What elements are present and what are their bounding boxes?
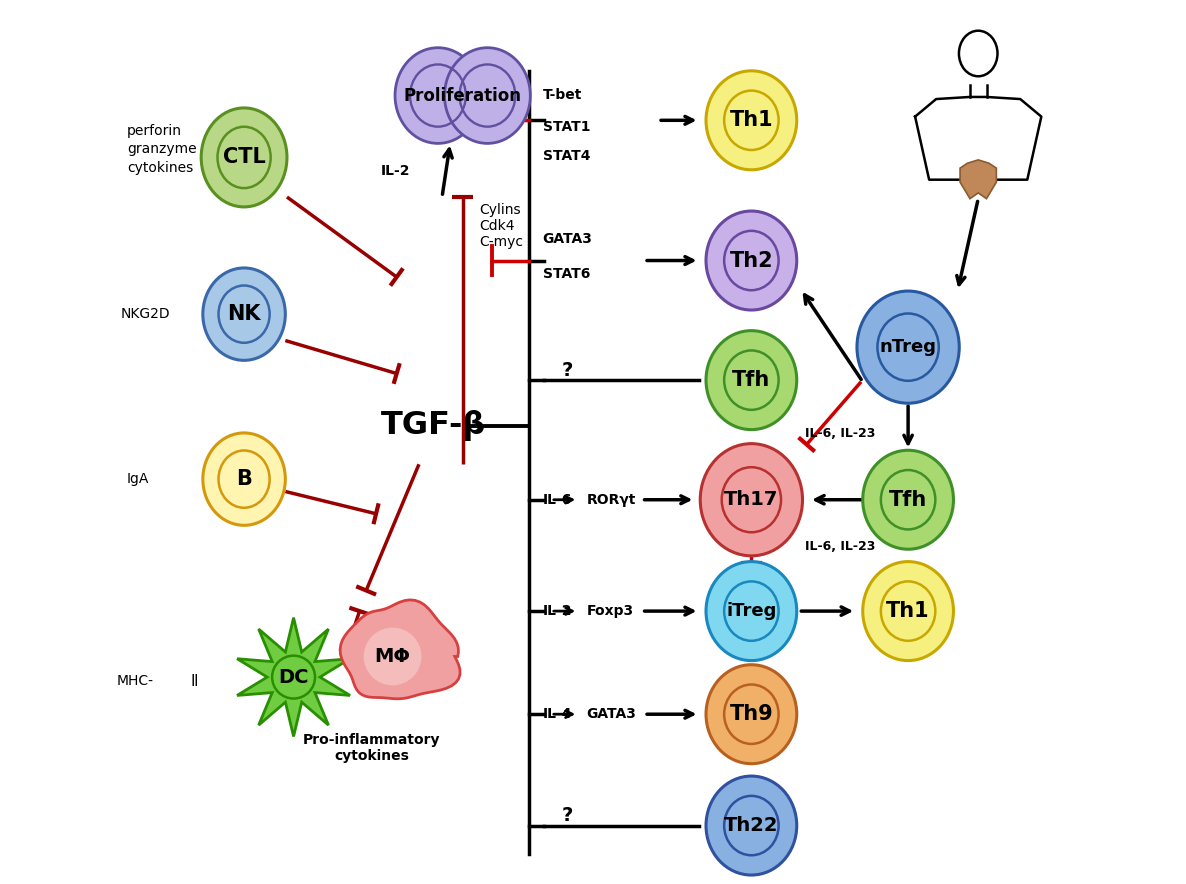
Text: Ⅱ: Ⅱ bbox=[191, 674, 198, 689]
Text: IL-4: IL-4 bbox=[543, 707, 572, 721]
Ellipse shape bbox=[862, 450, 954, 549]
Text: IgA: IgA bbox=[127, 472, 149, 486]
Text: RORγt: RORγt bbox=[586, 492, 636, 507]
Polygon shape bbox=[340, 600, 460, 698]
Text: T-bet: T-bet bbox=[543, 88, 582, 103]
Ellipse shape bbox=[700, 444, 803, 556]
Ellipse shape bbox=[395, 48, 480, 143]
Text: B: B bbox=[236, 469, 251, 489]
Text: Tfh: Tfh bbox=[890, 490, 927, 510]
Ellipse shape bbox=[706, 331, 797, 430]
Text: STAT4: STAT4 bbox=[543, 149, 591, 164]
Text: GATA3: GATA3 bbox=[543, 232, 593, 246]
Ellipse shape bbox=[272, 656, 315, 698]
Polygon shape bbox=[961, 160, 996, 199]
Ellipse shape bbox=[203, 268, 286, 361]
Ellipse shape bbox=[706, 71, 797, 170]
Text: MHC-: MHC- bbox=[116, 674, 153, 689]
Text: Th17: Th17 bbox=[725, 491, 778, 509]
Text: Th22: Th22 bbox=[725, 816, 779, 835]
Text: Cylins
Cdk4
C-myc: Cylins Cdk4 C-myc bbox=[479, 202, 523, 249]
Text: IL-6, IL-23: IL-6, IL-23 bbox=[805, 427, 875, 440]
Text: IL-2: IL-2 bbox=[381, 164, 410, 178]
Ellipse shape bbox=[862, 561, 954, 660]
Ellipse shape bbox=[706, 211, 797, 310]
Text: iTreg: iTreg bbox=[726, 602, 777, 620]
Text: Tfh: Tfh bbox=[732, 370, 771, 390]
Text: nTreg: nTreg bbox=[880, 339, 937, 356]
Ellipse shape bbox=[706, 665, 797, 764]
Text: CTL: CTL bbox=[223, 148, 266, 167]
Text: Proliferation: Proliferation bbox=[403, 87, 522, 104]
Text: STAT6: STAT6 bbox=[543, 267, 591, 281]
Ellipse shape bbox=[203, 433, 286, 525]
Text: Th9: Th9 bbox=[729, 705, 773, 724]
Text: Th1: Th1 bbox=[886, 601, 930, 621]
Ellipse shape bbox=[445, 48, 530, 143]
Text: NK: NK bbox=[228, 304, 261, 324]
Text: IL-2: IL-2 bbox=[543, 604, 572, 618]
Text: ?: ? bbox=[562, 806, 573, 825]
Text: STAT1: STAT1 bbox=[543, 120, 591, 134]
Text: DC: DC bbox=[279, 667, 308, 687]
Text: TGF-β: TGF-β bbox=[381, 410, 486, 441]
Text: IL-6, IL-23: IL-6, IL-23 bbox=[805, 540, 875, 553]
Text: MΦ: MΦ bbox=[375, 647, 410, 666]
Text: GATA3: GATA3 bbox=[586, 707, 636, 721]
Polygon shape bbox=[237, 618, 350, 736]
Text: Pro-inflammatory
cytokines: Pro-inflammatory cytokines bbox=[304, 733, 441, 764]
Ellipse shape bbox=[202, 108, 287, 207]
Ellipse shape bbox=[364, 628, 421, 685]
Ellipse shape bbox=[706, 776, 797, 875]
Text: Foxp3: Foxp3 bbox=[586, 604, 633, 618]
Text: IL-6: IL-6 bbox=[543, 492, 572, 507]
Ellipse shape bbox=[857, 291, 959, 403]
Ellipse shape bbox=[706, 561, 797, 660]
Text: ?: ? bbox=[562, 361, 573, 380]
Text: perforin
granzyme
cytokines: perforin granzyme cytokines bbox=[127, 124, 197, 174]
Text: Th1: Th1 bbox=[729, 110, 773, 130]
Text: NKG2D: NKG2D bbox=[120, 307, 170, 321]
Text: Th2: Th2 bbox=[729, 250, 773, 271]
